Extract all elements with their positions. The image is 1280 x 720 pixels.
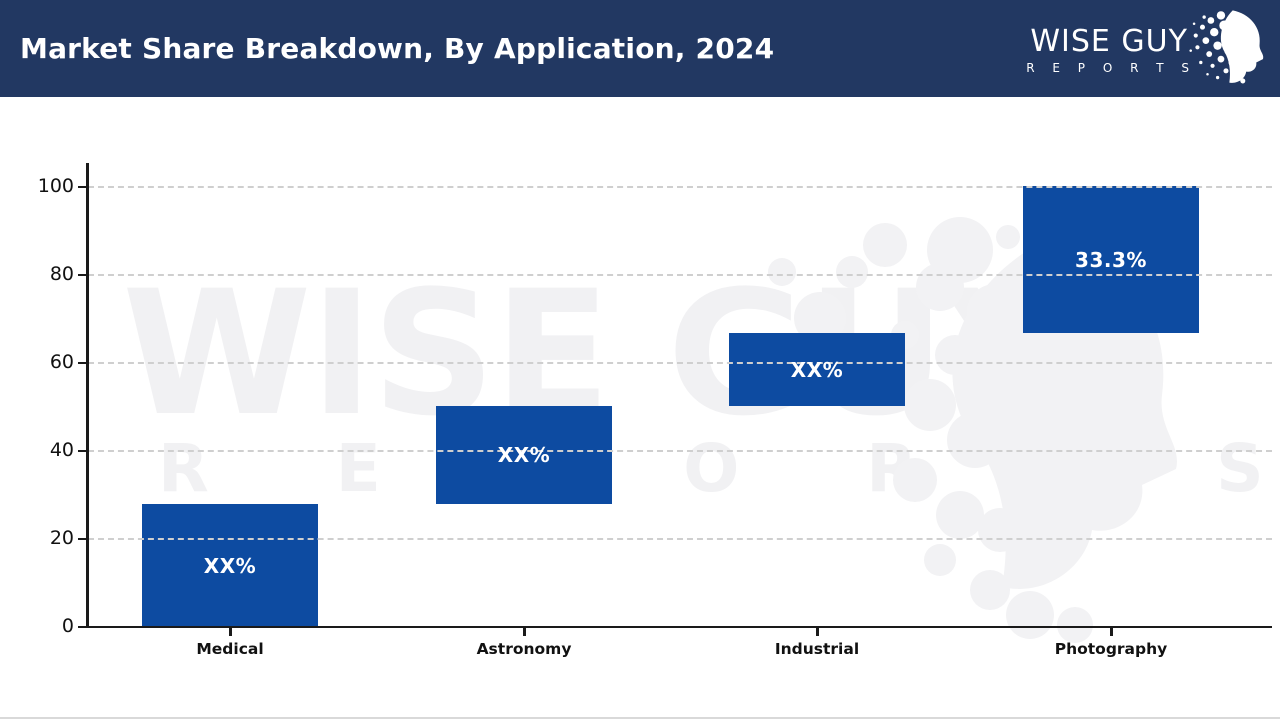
logo-sub-text: R E P O R T S <box>1026 60 1196 75</box>
x-tick <box>229 628 232 636</box>
y-tick-label: 40 <box>49 439 74 461</box>
logo-name-text: WISE GUY <box>1030 23 1188 59</box>
bar-medical: XX% <box>142 504 318 627</box>
y-tick <box>78 537 87 540</box>
bar-value-label: XX% <box>497 443 551 467</box>
y-axis-line <box>86 163 89 628</box>
page-title: Market Share Breakdown, By Application, … <box>20 32 775 65</box>
watermark-reports-text: R E P O R T S <box>158 430 1280 507</box>
y-tick-label: 20 <box>49 527 74 549</box>
y-tick <box>78 625 87 628</box>
x-category-label-astronomy: Astronomy <box>476 640 572 658</box>
y-tick <box>78 449 87 452</box>
gridline-60 <box>88 362 1272 364</box>
y-tick-label: 60 <box>49 351 74 373</box>
x-tick <box>816 628 819 636</box>
y-tick-label: 80 <box>49 263 74 285</box>
bar-astronomy: XX% <box>436 406 612 504</box>
bar-industrial: XX% <box>729 333 905 406</box>
x-category-label-industrial: Industrial <box>774 640 860 658</box>
bar-value-label: XX% <box>203 553 257 578</box>
x-tick <box>1110 628 1113 636</box>
bottom-border-line <box>0 717 1280 719</box>
x-tick <box>523 628 526 636</box>
gridline-20 <box>88 538 1272 540</box>
y-tick <box>78 361 87 364</box>
x-category-label-medical: Medical <box>196 640 264 658</box>
bar-value-label: XX% <box>790 357 844 382</box>
y-tick <box>78 185 87 188</box>
x-axis-line <box>86 625 1272 628</box>
y-tick-label: 100 <box>37 175 74 197</box>
gridline-80 <box>88 274 1272 276</box>
logo-text: WISE GUY R E P O R T S <box>1022 24 1196 75</box>
logo-face-dots-icon <box>1189 10 1264 84</box>
gridline-100 <box>88 186 1272 188</box>
gridline-40 <box>88 450 1272 452</box>
y-tick <box>78 273 87 276</box>
wise-guy-reports-logo: WISE GUY R E P O R T S <box>1022 6 1270 92</box>
y-tick-label: 0 <box>61 615 74 637</box>
bar-value-label: 33.3% <box>1075 247 1147 272</box>
bar-photography: 33.3% <box>1023 186 1199 333</box>
x-category-label-photography: Photography <box>1054 640 1168 658</box>
header-bar: Market Share Breakdown, By Application, … <box>0 0 1280 97</box>
